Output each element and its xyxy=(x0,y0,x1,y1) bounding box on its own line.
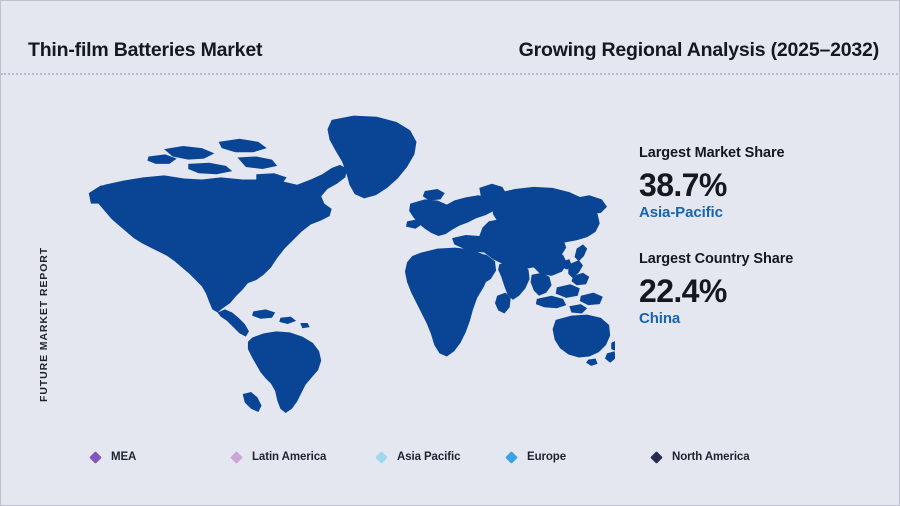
stat-block-country-share: Largest Country Share 22.4% China xyxy=(639,250,884,328)
landmass-arctic-isles-2 xyxy=(218,138,267,153)
landmass-korea xyxy=(562,259,572,270)
landmass-arctic-isles-3 xyxy=(188,162,233,175)
page-title: Thin-film Batteries Market xyxy=(28,39,263,61)
legend-item-north-america: North America xyxy=(650,448,750,466)
legend: MEA Latin America Asia Pacific Europe No… xyxy=(89,448,791,468)
world-map-svg xyxy=(88,115,615,413)
landmass-africa xyxy=(404,247,490,357)
landmass-cuba xyxy=(252,309,276,319)
landmass-europe xyxy=(409,195,498,237)
landmass-central-america xyxy=(217,309,249,337)
stat-value: 38.7% xyxy=(639,167,727,203)
legend-label: Asia Pacific xyxy=(397,451,461,463)
legend-item-asia-pacific: Asia Pacific xyxy=(375,448,461,466)
landmass-british-isles xyxy=(418,214,440,226)
landmass-new-guinea xyxy=(579,292,603,306)
legend-item-europe: Europe xyxy=(505,448,567,466)
stat-block-market-share: Largest Market Share 38.7% Asia-Pacific xyxy=(639,144,884,222)
landmass-new-zealand-north xyxy=(611,340,615,351)
landmass-madagascar xyxy=(495,292,511,314)
landmass-arctic-isles-4 xyxy=(237,156,278,170)
landmass-borneo xyxy=(555,284,580,298)
world-map xyxy=(85,101,615,413)
stat-label: Largest Country Share xyxy=(639,251,794,267)
landmass-patagonia xyxy=(242,392,262,412)
landmass-indochina xyxy=(530,272,552,296)
landmass-south-america xyxy=(247,331,322,413)
legend-diamond-icon xyxy=(650,450,663,464)
legend-diamond-icon xyxy=(505,450,518,464)
landmass-hispaniola xyxy=(279,316,297,325)
landmass-australia xyxy=(552,314,611,358)
landmass-japan-south xyxy=(568,260,583,278)
legend-diamond-icon xyxy=(89,450,102,464)
legend-label: Europe xyxy=(527,451,567,463)
landmass-arctic-isles-5 xyxy=(147,154,177,164)
landmass-ireland xyxy=(406,219,422,229)
landmass-india xyxy=(498,261,530,300)
header: Thin-film Batteries Market Growing Regio… xyxy=(1,1,899,75)
landmass-japan-north xyxy=(574,244,588,262)
landmass-sulawesi xyxy=(569,304,588,314)
landmass-baffin-south xyxy=(269,187,299,200)
landmass-iceland xyxy=(422,188,445,201)
legend-diamond-icon xyxy=(375,450,388,464)
legend-item-latin-america: Latin America xyxy=(230,448,327,466)
stat-region: Asia-Pacific xyxy=(639,204,723,221)
header-divider xyxy=(1,73,899,75)
landmass-chukotka xyxy=(572,195,608,215)
stats-panel: Largest Market Share 38.7% Asia-Pacific … xyxy=(639,144,884,328)
stat-region: China xyxy=(639,310,681,327)
header-subtitle: Growing Regional Analysis (2025–2032) xyxy=(518,39,880,61)
landmass-tasmania xyxy=(586,358,598,366)
map-landmasses xyxy=(88,115,615,413)
landmass-puerto-rico xyxy=(300,322,310,329)
legend-diamond-icon xyxy=(230,450,243,464)
landmass-arctic-isles-1 xyxy=(164,146,215,160)
landmass-greenland xyxy=(327,115,417,199)
stat-value: 22.4% xyxy=(639,273,727,309)
landmass-china xyxy=(531,250,568,276)
legend-label: MEA xyxy=(111,451,137,463)
landmass-north-america xyxy=(92,164,348,313)
legend-item-mea: MEA xyxy=(89,448,137,466)
landmass-alaska xyxy=(88,183,123,204)
stat-label: Largest Market Share xyxy=(639,145,785,161)
landmass-philippines xyxy=(571,272,590,286)
legend-label: North America xyxy=(672,451,750,463)
brand-watermark-label: FUTURE MARKET REPORT xyxy=(38,246,50,402)
landmass-new-zealand-south xyxy=(604,351,615,363)
legend-label: Latin America xyxy=(252,451,327,463)
landmass-sumatra-java xyxy=(535,295,567,309)
landmass-baffin xyxy=(256,173,287,186)
